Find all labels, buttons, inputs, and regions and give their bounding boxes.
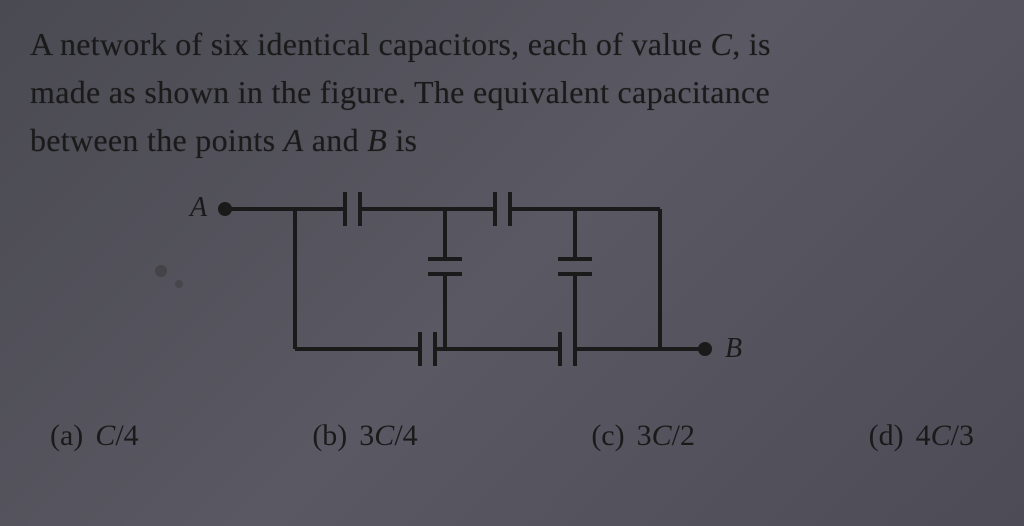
q-line1-part2: , is	[732, 26, 771, 62]
q-line3-part1: between the points	[30, 122, 284, 158]
q-line2: made as shown in the figure. The equival…	[30, 74, 770, 110]
label-b: B	[725, 333, 742, 364]
circuit-wires	[225, 192, 705, 366]
paper-noise-dot	[155, 265, 167, 277]
option-c-label: (c)	[591, 419, 624, 453]
option-b: (b) 3C/4	[312, 419, 417, 453]
option-b-value: 3C/4	[359, 419, 417, 453]
option-d: (d) 4C/3	[869, 419, 974, 453]
q-line3-mid: and	[304, 122, 368, 158]
circuit-diagram: A B	[180, 174, 760, 404]
option-a: (a) C/4	[50, 419, 139, 453]
option-b-label: (b)	[312, 419, 347, 453]
q-line1-var: C	[711, 26, 733, 62]
option-a-label: (a)	[50, 419, 83, 453]
option-c-value: 3C/2	[637, 419, 695, 453]
options-row: (a) C/4 (b) 3C/4 (c) 3C/2 (d) 4C/3	[30, 409, 994, 453]
q-line1-part1: A network of six identical capacitors, e…	[30, 26, 711, 62]
question-text: A network of six identical capacitors, e…	[30, 20, 994, 164]
q-line3-varB: B	[367, 122, 387, 158]
paper-noise-dot	[175, 280, 183, 288]
circuit-svg: A B	[180, 174, 760, 404]
q-line3-part2: is	[387, 122, 417, 158]
option-a-value: C/4	[95, 419, 138, 453]
option-d-value: 4C/3	[916, 419, 974, 453]
option-c: (c) 3C/2	[591, 419, 695, 453]
q-line3-varA: A	[284, 122, 304, 158]
label-a: A	[188, 192, 208, 223]
option-d-label: (d)	[869, 419, 904, 453]
